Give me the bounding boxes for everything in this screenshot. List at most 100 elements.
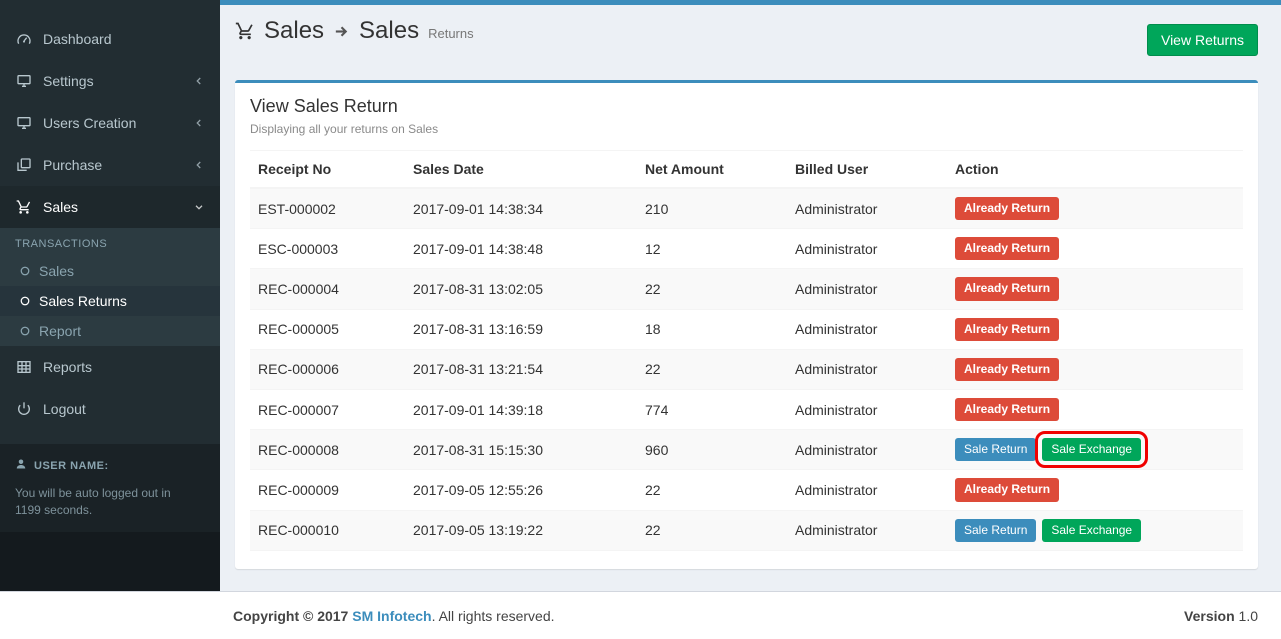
billed-user-cell: Administrator (787, 510, 947, 551)
sidebar-item-reports[interactable]: Reports (0, 346, 220, 388)
sales-date-cell: 2017-08-31 13:21:54 (405, 349, 637, 390)
already-return-badge: Already Return (955, 357, 1060, 381)
billed-user-cell: Administrator (787, 228, 947, 270)
header-net-amount: Net Amount (637, 150, 787, 189)
net-amount-cell: 22 (637, 469, 787, 511)
sidebar-item-users-creation[interactable]: Users Creation (0, 102, 220, 144)
already-return-badge: Already Return (955, 397, 1060, 422)
sidebar-item-purchase[interactable]: Purchase (0, 144, 220, 186)
action-cell: Sale Return Sale Exchange (947, 429, 1243, 471)
sales-date-cell: 2017-08-31 15:15:30 (405, 429, 637, 471)
sidebar-subitem-report[interactable]: Report (0, 316, 220, 346)
panel-body: Receipt No Sales Date Net Amount Billed … (235, 142, 1258, 569)
user-icon (15, 458, 27, 473)
sidebar-item-dashboard[interactable]: Dashboard (0, 18, 220, 60)
table-row: REC-000006 2017-08-31 13:21:54 22 Administr… (250, 349, 1243, 390)
net-amount-cell: 18 (637, 309, 787, 350)
chevron-left-icon (193, 75, 205, 87)
copyright-text: Copyright © 2017 SM Infotech. All rights… (233, 608, 555, 624)
table-row: REC-000009 2017-09-05 12:55:26 22 Administr… (250, 469, 1243, 511)
version-text: Version 1.0 (1184, 608, 1258, 624)
power-icon (15, 401, 33, 417)
receipt-no-cell: REC-000010 (250, 510, 405, 551)
receipt-no-cell: REC-000004 (250, 268, 405, 310)
table-row: REC-000004 2017-08-31 13:02:05 22 Administr… (250, 268, 1243, 310)
receipt-no-cell: ESC-000003 (250, 228, 405, 270)
version-label: Version (1184, 607, 1235, 624)
sale-exchange-button-highlighted[interactable]: Sale Exchange (1035, 431, 1149, 469)
receipt-no-cell: REC-000006 (250, 349, 405, 390)
breadcrumb: Sales Sales Returns (235, 17, 474, 45)
action-cell: Already Return (947, 469, 1243, 511)
sidebar-subitem-sales[interactable]: Sales (0, 256, 220, 286)
already-return-badge: Already Return (955, 237, 1060, 261)
sidebar-section-transactions: TRANSACTIONS (0, 228, 220, 256)
table-icon (15, 359, 33, 375)
billed-user-cell: Administrator (787, 349, 947, 390)
sales-return-panel: View Sales Return Displaying all your re… (235, 80, 1258, 569)
sales-date-cell: 2017-09-05 13:19:22 (405, 510, 637, 551)
copyright-prefix: Copyright © 2017 (233, 607, 349, 624)
header-action: Action (947, 150, 1243, 189)
sidebar-item-label: Dashboard (43, 31, 112, 47)
action-cell: Already Return (947, 228, 1243, 270)
table-row: EST-000002 2017-09-01 14:38:34 210 Administ… (250, 188, 1243, 230)
sidebar-filler (0, 531, 220, 591)
panel-title: View Sales Return (250, 96, 398, 116)
view-returns-button[interactable]: View Returns (1146, 24, 1258, 56)
already-return-badge: Already Return (955, 197, 1060, 221)
breadcrumb-page: Sales (359, 17, 420, 44)
rights-text: . All rights reserved. (431, 607, 555, 624)
sales-date-cell: 2017-09-01 14:38:48 (405, 228, 637, 270)
billed-user-cell: Administrator (787, 469, 947, 511)
sale-return-button[interactable]: Sale Return (955, 438, 1037, 462)
already-return-badge: Already Return (955, 317, 1060, 341)
net-amount-cell: 960 (637, 429, 787, 471)
arrow-right-icon (333, 23, 350, 40)
action-cell: Already Return (947, 349, 1243, 390)
sale-return-button[interactable]: Sale Return (955, 518, 1037, 542)
sidebar-item-sales[interactable]: Sales (0, 186, 220, 228)
company-link[interactable]: SM Infotech (352, 607, 432, 624)
sale-exchange-button[interactable]: Sale Exchange (1042, 518, 1142, 542)
sales-date-cell: 2017-09-01 14:38:34 (405, 188, 637, 230)
chevron-down-icon (193, 201, 205, 213)
table-row: REC-000010 2017-09-05 13:19:22 22 Administr… (250, 510, 1243, 551)
sidebar-item-label: Reports (43, 359, 93, 375)
cart-icon (235, 21, 255, 41)
sales-returns-table-body: EST-000002 2017-09-01 14:38:34 210 Administ… (250, 188, 1243, 551)
receipt-no-cell: REC-000007 (250, 389, 405, 431)
header-receipt-no: Receipt No (250, 150, 405, 189)
sidebar-item-label: Sales (43, 199, 79, 215)
header-sales-date: Sales Date (405, 150, 637, 189)
sidebar-item-label: Purchase (43, 157, 103, 173)
cart-icon (15, 199, 33, 215)
table-row: REC-000007 2017-09-01 14:39:18 774 Administ… (250, 389, 1243, 431)
panel-header: View Sales Return Displaying all your re… (235, 83, 1258, 142)
billed-user-cell: Administrator (787, 188, 947, 230)
sidebar-subitem-label: Sales (39, 263, 75, 279)
net-amount-cell: 22 (637, 349, 787, 390)
billed-user-cell: Administrator (787, 268, 947, 310)
panel-subtitle: Displaying all your returns on Sales (250, 122, 439, 136)
net-amount-cell: 22 (637, 510, 787, 551)
circle-outline-icon (20, 296, 30, 306)
sidebar-subitem-label: Sales Returns (39, 293, 127, 309)
billed-user-cell: Administrator (787, 429, 947, 471)
sidebar-item-label: Logout (43, 401, 86, 417)
sidebar-item-settings[interactable]: Settings (0, 60, 220, 102)
sales-date-cell: 2017-08-31 13:02:05 (405, 268, 637, 310)
table-row: ESC-000003 2017-09-01 14:38:48 12 Administr… (250, 228, 1243, 270)
dashboard-icon (15, 31, 33, 47)
receipt-no-cell: REC-000005 (250, 309, 405, 350)
sidebar-item-label: Settings (43, 73, 94, 89)
sidebar-user-block: USER NAME: You will be auto logged out i… (0, 444, 220, 532)
user-name-label: USER NAME: (34, 459, 109, 472)
action-cell: Already Return (947, 389, 1243, 431)
action-cell: Already Return (947, 309, 1243, 350)
sidebar-subitem-sales-returns[interactable]: Sales Returns (0, 286, 220, 316)
table-row: REC-000008 2017-08-31 15:15:30 960 Administ… (250, 429, 1243, 471)
sidebar-item-logout[interactable]: Logout (0, 388, 220, 430)
breadcrumb-module: Sales (264, 17, 325, 44)
action-cell: Already Return (947, 188, 1243, 230)
